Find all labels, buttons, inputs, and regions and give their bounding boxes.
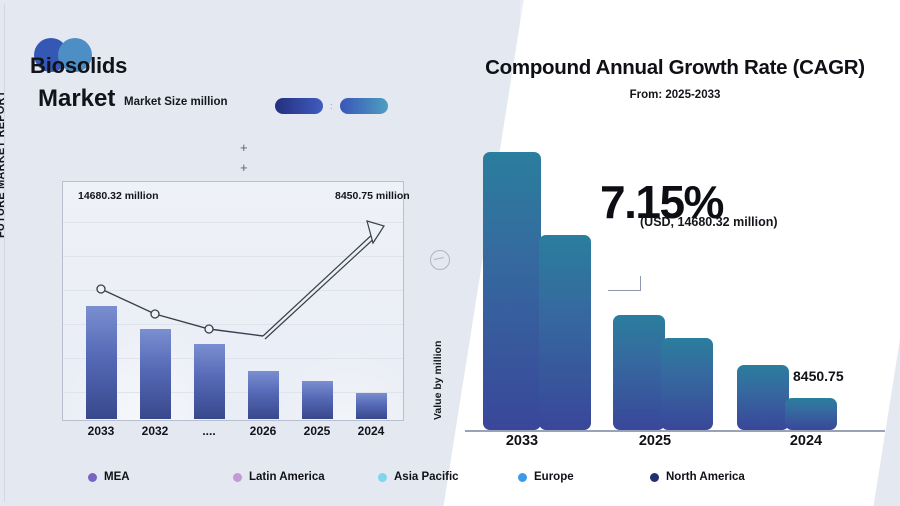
- region-legend: MEA Latin America Asia Pacific Europe No…: [0, 464, 900, 490]
- x-tick-label: ....: [202, 424, 216, 438]
- bar-2024-lower: [785, 398, 837, 430]
- right-chart-y-axis-label: Value by million: [432, 340, 444, 420]
- circle-minus-icon: [430, 250, 450, 270]
- legend-dot-icon: [233, 472, 242, 482]
- gridline: [63, 358, 403, 359]
- legend-item-latin-america: Latin America: [233, 471, 325, 483]
- plus-marker-icon: +: [240, 140, 248, 155]
- brand-title-line2: Market: [38, 85, 116, 112]
- legend-label: Europe: [534, 471, 574, 483]
- right-chart-x-axis: 2033 2025 2024: [465, 433, 885, 455]
- series-pill-primary: [275, 98, 323, 114]
- legend-item-mea: MEA: [88, 471, 130, 483]
- value-label-end: 8450.75 million: [335, 190, 410, 202]
- brand-logo: [34, 38, 92, 72]
- value-label-start: 14680.32 million: [78, 190, 159, 202]
- gridline: [63, 256, 403, 257]
- legend-dot-icon: [518, 472, 527, 482]
- cagr-value: 7.15%: [600, 176, 724, 228]
- gridline: [63, 290, 403, 291]
- brand-title-line1: Biosolids: [30, 53, 128, 78]
- gridline: [63, 324, 403, 325]
- right-chart-value-label: 8450.75: [793, 368, 844, 384]
- ghost-document-icon: 🗎: [209, 349, 219, 363]
- x-tick-label: 2025: [638, 433, 672, 449]
- legend-dot-icon: [650, 472, 659, 482]
- metric-label: Market Size million: [124, 96, 228, 108]
- bar-2025-upper: [613, 315, 665, 430]
- bar-2024-upper: [737, 365, 789, 430]
- right-chart-baseline: [465, 430, 885, 432]
- chart-background-shape: [63, 255, 403, 420]
- cagr-bars: [483, 152, 837, 430]
- x-tick-label: 2026: [249, 424, 277, 438]
- left-chart-x-axis: 2033 2032 .... 2026 2025 2024: [62, 424, 402, 444]
- cagr-currency-note: (USD, 14680.32 million): [640, 215, 778, 229]
- x-tick-label: 2024: [357, 424, 385, 438]
- x-tick-label: 2033: [87, 424, 115, 438]
- legend-dot-icon: [88, 472, 97, 482]
- plus-marker-icon: +: [240, 160, 248, 175]
- cagr-title: Compound Annual Growth Rate (CAGR): [485, 56, 865, 79]
- gridline: [63, 222, 403, 223]
- bar-2033-upper: [483, 152, 541, 430]
- legend-label: Latin America: [249, 471, 325, 483]
- legend-label: Asia Pacific: [394, 471, 459, 483]
- legend-dot-icon: [378, 472, 387, 482]
- x-tick-label: 2025: [303, 424, 331, 438]
- legend-item-asia-pacific: Asia Pacific: [378, 471, 459, 483]
- x-tick-label: 2024: [789, 433, 823, 449]
- pill-separator: :: [330, 101, 333, 111]
- x-tick-label: 2032: [141, 424, 169, 438]
- legend-label: North America: [666, 471, 745, 483]
- brand-title: Biosolids Market: [30, 55, 127, 111]
- series-pill-secondary: [339, 98, 388, 114]
- gridline: [63, 392, 403, 393]
- axis-bracket-marker: [608, 276, 641, 291]
- legend-item-europe: Europe: [518, 471, 574, 483]
- cagr-subtitle: From: 2025-2033: [629, 89, 721, 101]
- x-tick-label: 2033: [505, 433, 539, 449]
- legend-label: MEA: [104, 471, 130, 483]
- bar-2025-lower: [661, 338, 713, 430]
- ghost-chart-icon: ⛶: [253, 370, 262, 384]
- series-pill-group: :: [275, 98, 388, 114]
- bar-2033-lower: [539, 235, 591, 430]
- legend-item-north-america: North America: [650, 471, 745, 483]
- left-chart-y-axis-label: FUTURE MARKET REPORT: [0, 90, 7, 238]
- market-size-chart: 🗎 ⛶: [62, 181, 404, 421]
- logo-circle-light-icon: [58, 38, 92, 72]
